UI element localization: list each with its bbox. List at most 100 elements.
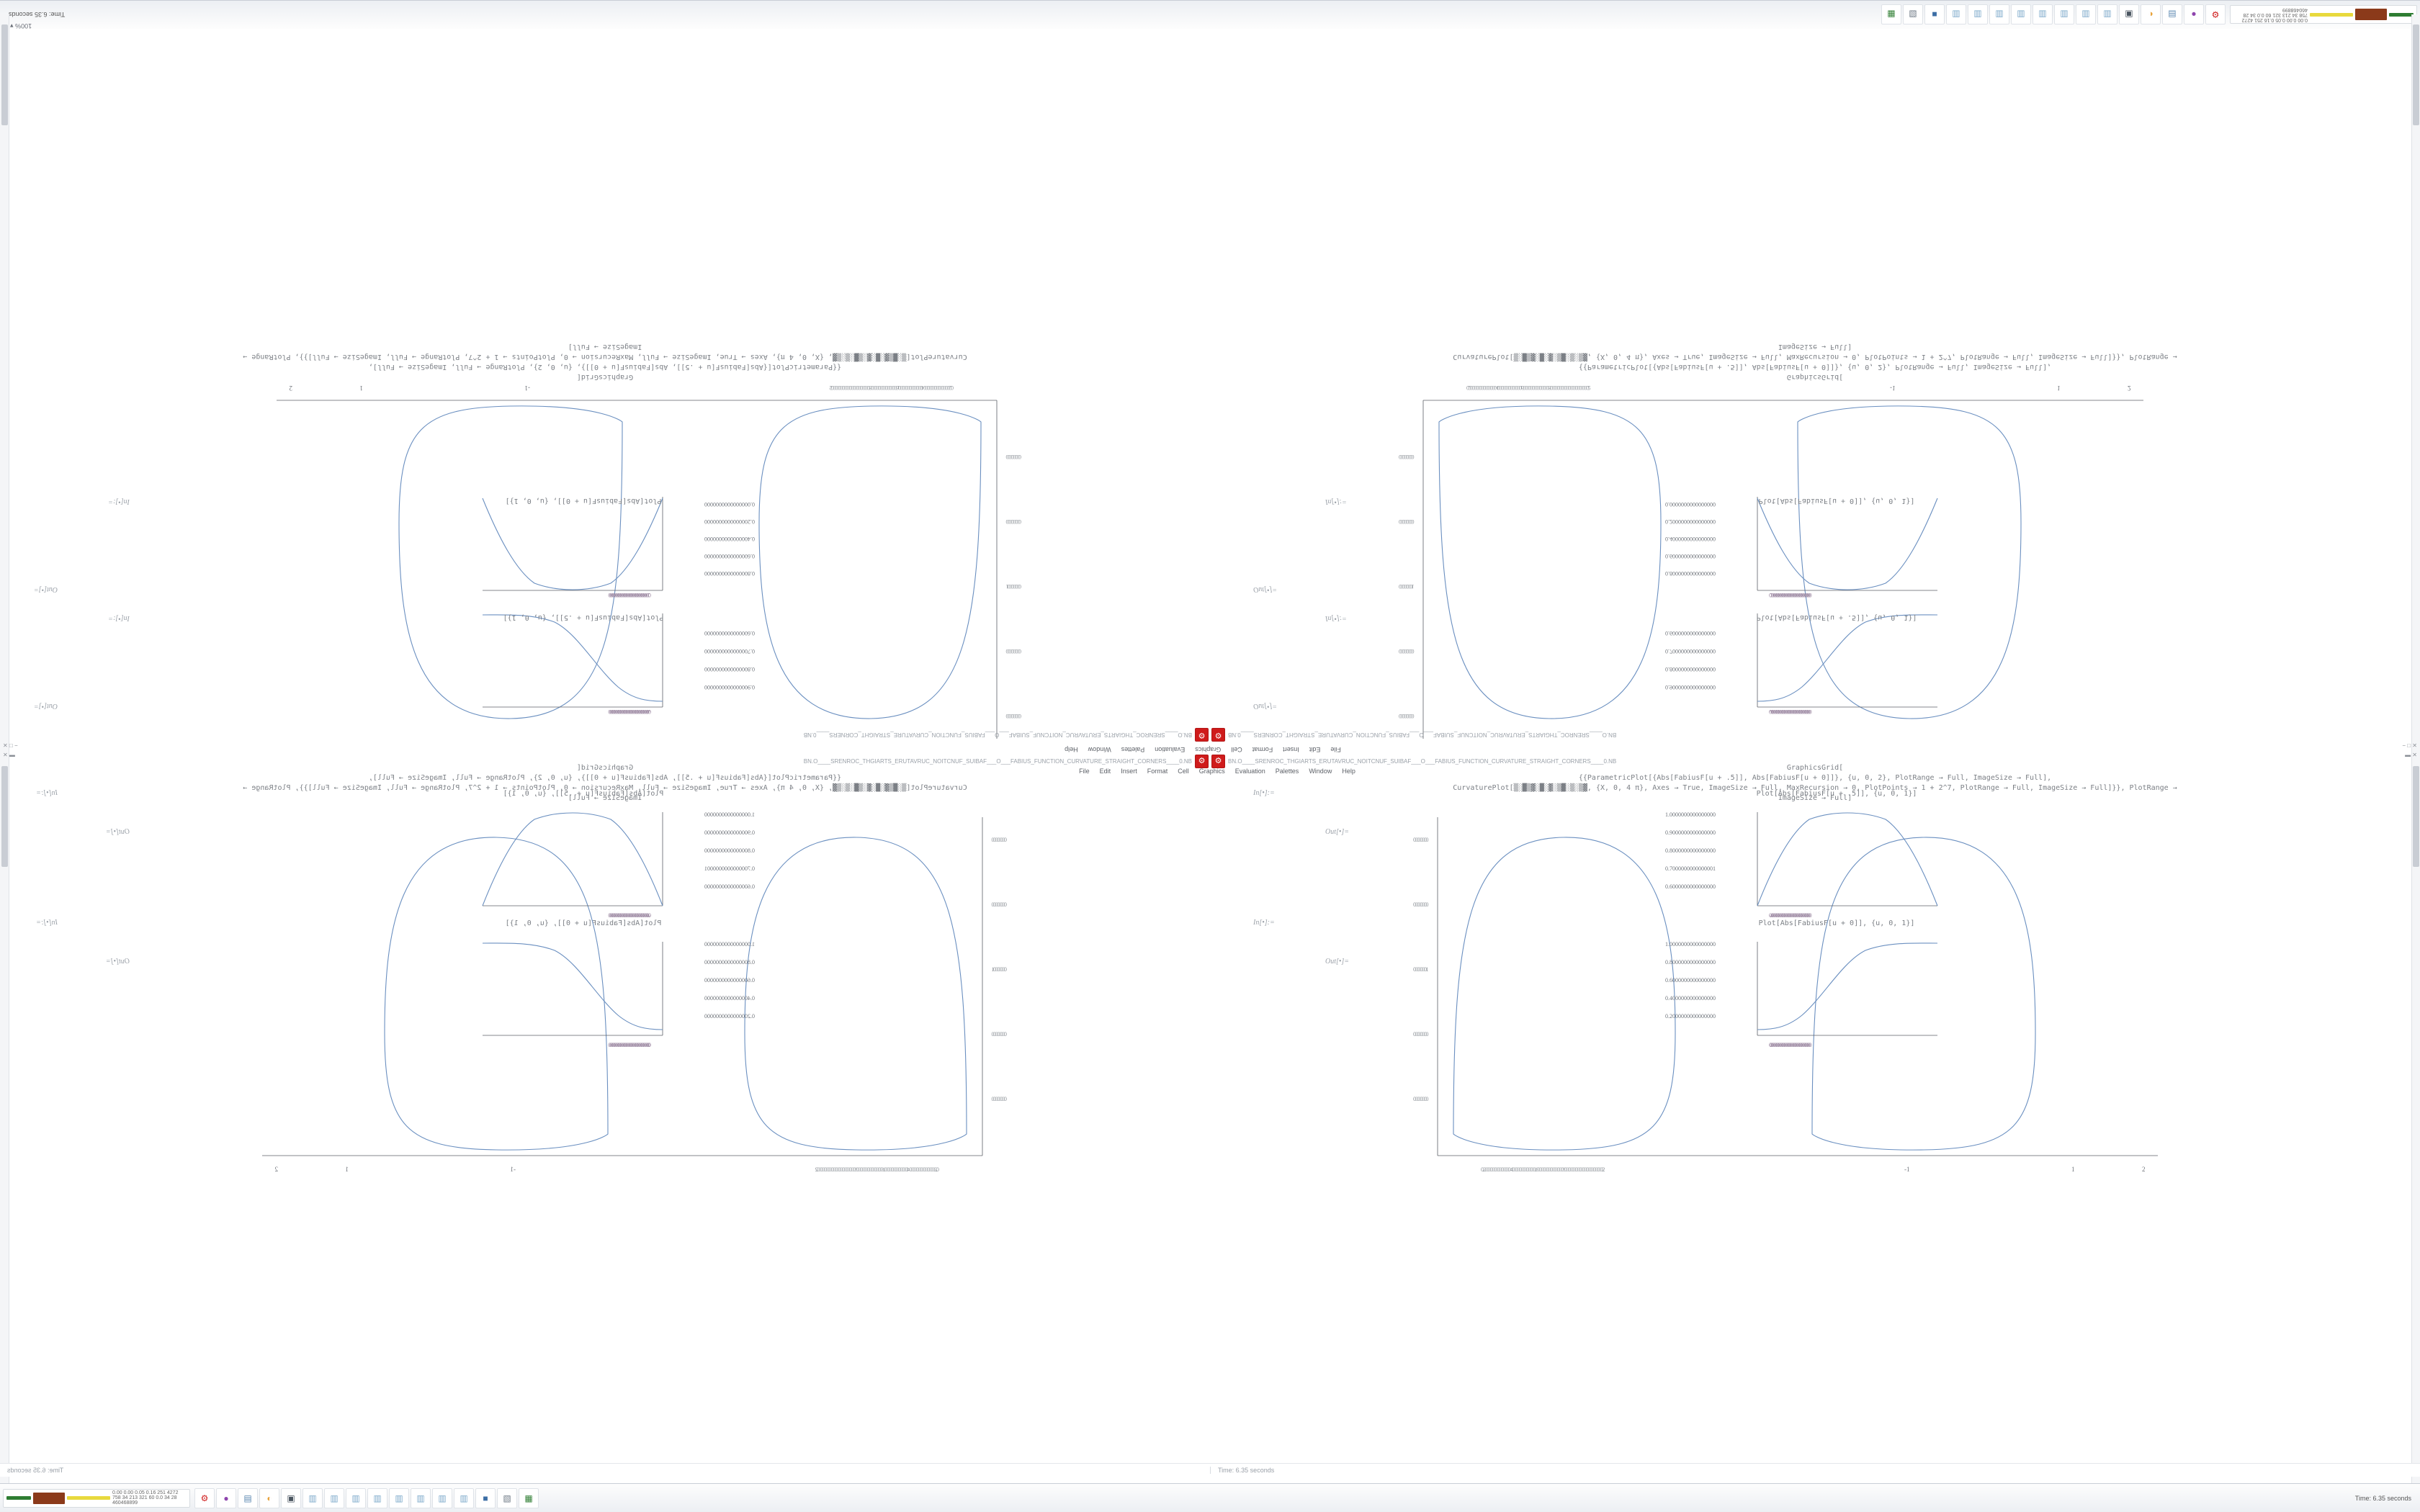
code-plot2-ul[interactable]: Plot[Abs[FabiusF[u + 0]], {u, 0, 1}] (505, 497, 662, 505)
mathematica-kernel-icon-1[interactable]: ⚙ (1211, 728, 1225, 742)
code-graphicsgrid-line4-tr[interactable]: ImageSize → Full] (1778, 343, 1852, 351)
svg-text:00000000: 00000000 (1399, 713, 1415, 719)
chevron-down-icon[interactable]: ▾ (10, 22, 14, 30)
save-icon-b[interactable]: ■ (475, 1488, 496, 1508)
scrollbar-thumb-3[interactable] (1, 766, 8, 867)
svg-text:0.8000000000000000: 0.8000000000000000 (1665, 666, 1716, 672)
menu-help[interactable]: Help (1065, 746, 1078, 753)
mathematica-kernel-icon-4[interactable]: ⚙ (1211, 755, 1225, 768)
menubar-mirrored[interactable]: File Edit Insert Format Cell Graphics Ev… (951, 746, 1455, 753)
scrollbar-thumb-2[interactable] (2413, 24, 2419, 125)
code-gg-l2-br[interactable]: {{ParametricPlot[{Abs[FabiusF[u + .5]], … (1578, 774, 2052, 782)
menu-help-2[interactable]: Help (1342, 768, 1355, 775)
code-graphicsgrid-tr[interactable]: GraphicsGrid[ (1786, 373, 1844, 381)
window-tab-label-left[interactable]: BN.O____SRENROC_THGIARTS_ERUTAVRUC_NOITC… (1228, 732, 1617, 738)
plot-band-upper-right: 0.9000000000000000 0.8000000000000000 0.… (1210, 468, 2420, 727)
menu-edit[interactable]: Edit (1309, 746, 1321, 753)
code-gg-l3-br[interactable]: CurvaturePlot[▒░█▒▓░█░▓░▒█░▒░▒▓, {X, 0, … (1453, 784, 2177, 792)
menu-row-upright[interactable]: BN.O____SRENROC_THGIARTS_ERUTAVRUC_NOITC… (0, 755, 2420, 789)
window-tab-strip-upright[interactable]: BN.O____SRENROC_THGIARTS_ERUTAVRUC_NOITC… (288, 755, 2132, 768)
code-graphicsgrid-line3-tl[interactable]: CurvaturePlot[▒░█▒▓░█░▓░▒█░▒░▒▓, {X, 0, … (243, 353, 967, 361)
menu-insert-2[interactable]: Insert (1121, 768, 1137, 775)
mathematica-kernel-icon-2[interactable]: ⚙ (1195, 728, 1209, 742)
scrollbar-left-top[interactable] (0, 14, 9, 756)
code-graphicsgrid-line4-tl[interactable]: ImageSize → Full] (568, 343, 642, 351)
display-icon-b[interactable]: ▧ (497, 1488, 517, 1508)
menu-file[interactable]: File (1330, 746, 1341, 753)
start-metrics-bottom: 0.00 0.00 0.05 0.16 251 4272 758 34 213 … (112, 1490, 179, 1506)
menu-evaluation[interactable]: Evaluation (1155, 746, 1186, 753)
notebook-icon-2-b[interactable]: ▥ (324, 1488, 344, 1508)
notebook-icon-6-b[interactable]: ▥ (411, 1488, 431, 1508)
menu-row-mirrored[interactable]: File Edit Insert Format Cell Graphics Ev… (0, 720, 2420, 755)
code-graphicsgrid-line2-tr[interactable]: {{ParametricPlot[{Abs[FabiusF[u + .5]], … (1578, 363, 2052, 371)
notebook-icon-4-b[interactable]: ▥ (367, 1488, 387, 1508)
monitor-icon-b[interactable]: ▣ (281, 1488, 301, 1508)
scrollbar-right-top[interactable] (2411, 14, 2420, 756)
code-graphicsgrid-br[interactable]: GraphicsGrid[ (1786, 764, 1844, 772)
code-plot1-lr[interactable]: Plot[Abs[FabiusF[u + .5]], {u, 0, 1}] (1756, 790, 1917, 798)
notebook-icon-1-b[interactable]: ▥ (302, 1488, 323, 1508)
document-icon-b[interactable]: ▤ (238, 1488, 258, 1508)
menu-edit-2[interactable]: Edit (1099, 768, 1111, 775)
code-gg-l4-br[interactable]: ImageSize → Full] (1778, 794, 1852, 802)
code-plot2-lr[interactable]: Plot[Abs[FabiusF[u + 0]], {u, 0, 1}] (1758, 919, 1915, 927)
minimize-icon-right[interactable]: − □ ✕ (2402, 742, 2417, 749)
chart-plot-1-ur: 0.9000000000000000 0.8000000000000000 0.… (1665, 613, 1938, 715)
menu-palettes[interactable]: Palettes (1121, 746, 1145, 753)
menu-evaluation-2[interactable]: Evaluation (1234, 768, 1265, 775)
close-icon-right[interactable]: ▬ ✕ (2405, 751, 2417, 758)
menu-graphics-2[interactable]: Graphics (1198, 768, 1225, 775)
notebook-icon-3-b[interactable]: ▥ (346, 1488, 366, 1508)
notebook-icon-5-b[interactable]: ▥ (389, 1488, 409, 1508)
center-window-chrome: File Edit Insert Format Cell Graphics Ev… (0, 720, 2420, 792)
chart-plot-4-lr: 1.0000000000000000 0.8000000000000000 0.… (1665, 941, 1938, 1048)
window-tab-label-right-2[interactable]: BN.O____SRENROC_THGIARTS_ERUTAVRUC_NOITC… (1228, 758, 1617, 765)
menu-cell[interactable]: Cell (1231, 746, 1242, 753)
code-plot1-ur[interactable]: Plot[Abs[FabiusF[u + .5]], {u, 0, 1}] (1756, 613, 1917, 621)
menu-window-2[interactable]: Window (1309, 768, 1332, 775)
notebook-icon-7-b[interactable]: ▥ (432, 1488, 452, 1508)
window-tab-strip-mirrored[interactable]: BN.O____SRENROC_THGIARTS_ERUTAVRUC_NOITC… (288, 728, 2132, 742)
code-plot2-ur[interactable]: Plot[Abs[FabiusF[u + 0]], {u, 0, 1}] (1758, 497, 1915, 505)
menu-window[interactable]: Window (1088, 746, 1111, 753)
calculator-icon-b[interactable]: ▦ (519, 1488, 539, 1508)
menubar-upright[interactable]: File Edit Insert Format Cell Graphics Ev… (965, 768, 1469, 775)
code-plot2-ll[interactable]: Plot[Abs[FabiusF[u + 0]], {u, 0, 1}] (505, 919, 662, 927)
menu-cell-2[interactable]: Cell (1178, 768, 1189, 775)
browser-icon-b[interactable]: ● (216, 1488, 236, 1508)
taskbar-bottom[interactable]: 0.00 0.00 0.05 0.16 251 4272 758 34 213 … (0, 1483, 2420, 1512)
window-controls-right[interactable]: − □ ✕ ▬ ✕ (2402, 742, 2417, 760)
start-button-bottom[interactable]: 0.00 0.00 0.05 0.16 251 4272 758 34 213 … (3, 1488, 190, 1508)
svg-text:0.2000000000000004000000000000: 0.20000000000000040000000000000.60000000… (1466, 384, 1591, 391)
scrollbar-thumb-4[interactable] (2413, 766, 2419, 867)
code-graphicsgrid-tl[interactable]: GraphicsGrid[ (576, 373, 634, 381)
code-graphicsgrid-line3-tr[interactable]: CurvaturePlot[▒░█▒▓░█░▓░▒█░▒░▒▓, {X, 0, … (1453, 353, 2177, 361)
mathematica-kernel-icon-3[interactable]: ⚙ (1195, 755, 1209, 768)
scrollbar-right-bottom[interactable] (2411, 756, 2420, 1483)
code-graphicsgrid-line2-tl[interactable]: {{ParametricPlot[{Abs[FabiusF[u + .5]], … (368, 363, 842, 371)
svg-text:00000000: 00000000 (992, 1096, 1008, 1102)
zoom-indicator[interactable]: 100% ▾ (10, 22, 32, 30)
code-plot1-ul[interactable]: Plot[Abs[FabiusF[u + .5]], {u, 0, 1}] (503, 613, 664, 621)
paint-icon-b[interactable]: ◐ (259, 1488, 279, 1508)
menu-format-2[interactable]: Format (1147, 768, 1168, 775)
menu-palettes-2[interactable]: Palettes (1275, 768, 1299, 775)
graphicsgrid-output-tr: 00000000 00000000 00000001 00000000 0000… (1399, 384, 2143, 739)
settings-icon-b[interactable]: ⚙ (194, 1488, 215, 1508)
scrollbar-thumb-1[interactable] (1, 24, 8, 125)
minimize-icon-left[interactable]: ✕ ▬ (3, 751, 15, 758)
menu-insert[interactable]: Insert (1283, 746, 1299, 753)
close-icon-left[interactable]: ✕ □ − (3, 742, 18, 749)
taskbar-icons-bottom[interactable]: ⚙ ● ▤ ◐ ▣ ▥ ▥ ▥ ▥ ▥ ▥ ▥ ▥ ■ ▧ ▦ (194, 1488, 539, 1508)
menu-file-2[interactable]: File (1079, 768, 1090, 775)
window-tab-label-right[interactable]: BN.O____SRENROC_THGIARTS_ERUTAVRUC_NOITC… (803, 732, 1192, 738)
out-label-2-ur: Out[•]= (1253, 585, 1278, 593)
scrollbar-left-bottom[interactable] (0, 756, 9, 1483)
notebook-icon-8-b[interactable]: ▥ (454, 1488, 474, 1508)
menu-format[interactable]: Format (1252, 746, 1273, 753)
window-controls-left[interactable]: ✕ □ − ✕ ▬ (3, 742, 18, 760)
window-tab-label-left-2[interactable]: BN.O____SRENROC_THGIARTS_ERUTAVRUC_NOITC… (803, 758, 1192, 765)
swatch-green-2 (6, 1496, 31, 1500)
menu-graphics[interactable]: Graphics (1195, 746, 1222, 753)
